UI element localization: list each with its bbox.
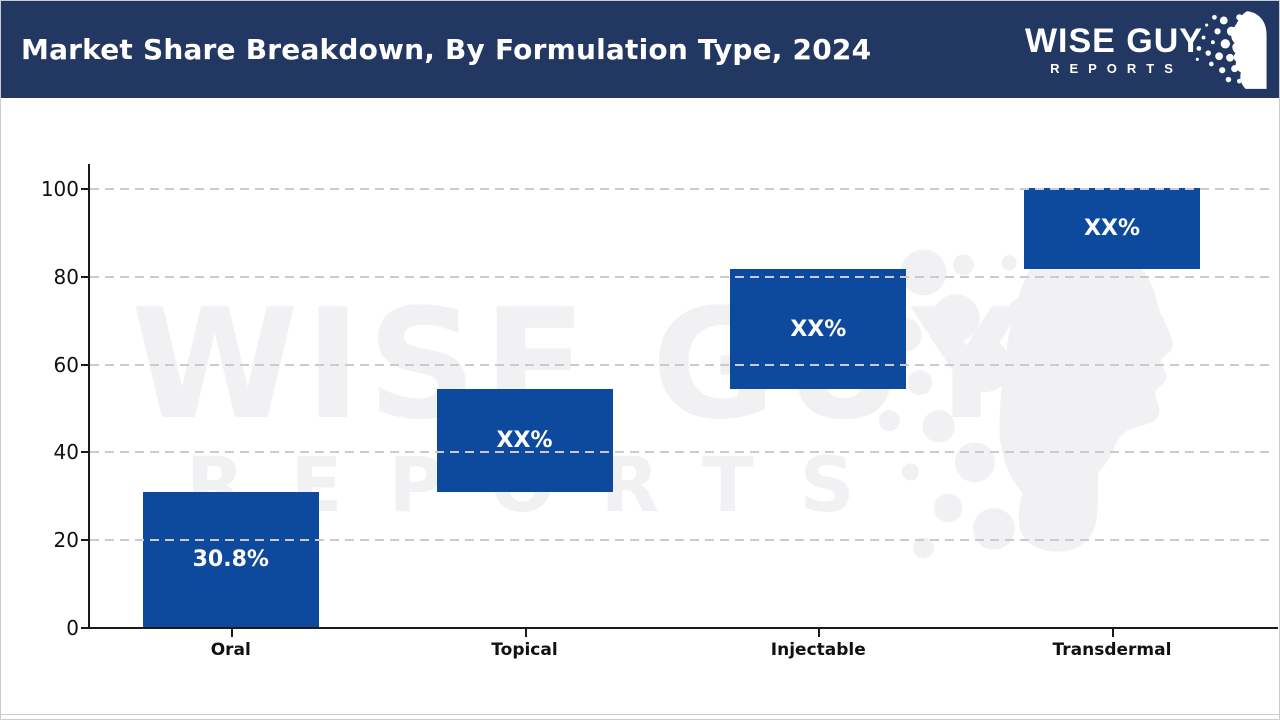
category-label-oral: Oral (210, 640, 251, 660)
bar-topical: XX% (436, 389, 613, 492)
page-bottom-border (1, 714, 1279, 715)
bar-value-label: XX% (790, 316, 847, 342)
y-tick-label: 80 (53, 264, 79, 289)
y-tick (81, 539, 89, 542)
bar-transdermal: XX% (1024, 187, 1200, 270)
category-label-topical: Topical (491, 640, 558, 660)
x-tick (524, 629, 527, 637)
y-tick-label: 60 (53, 352, 79, 377)
gridline (90, 539, 1271, 542)
x-tick (230, 629, 233, 637)
y-tick (81, 275, 89, 278)
wise-guy-face-icon (1195, 10, 1267, 89)
category-label-transdermal: Transdermal (1052, 640, 1172, 660)
y-tick-label: 40 (53, 440, 79, 465)
gridline (90, 187, 1271, 190)
y-axis-line (88, 164, 90, 629)
bar-value-label: 30.8% (192, 546, 269, 572)
brand-name: WISE GUY (1024, 22, 1203, 60)
chart-title: Market Share Breakdown, By Formulation T… (21, 33, 872, 66)
y-tick-label: 0 (66, 616, 79, 640)
bar-injectable: XX% (730, 269, 907, 389)
brand-subname: REPORTS (1050, 61, 1183, 76)
category-label-injectable: Injectable (770, 640, 866, 660)
bar-value-label: XX% (496, 427, 553, 453)
x-tick (818, 629, 821, 637)
gridline (90, 451, 1271, 454)
y-tick (81, 451, 89, 454)
x-tick (1112, 629, 1114, 637)
gridline (90, 275, 1271, 278)
y-tick-label: 100 (40, 176, 79, 201)
y-tick-label: 20 (53, 528, 79, 553)
y-tick (81, 363, 89, 366)
x-axis-line (88, 627, 1278, 629)
brand-logo-text: WISE GUY REPORTS (1025, 24, 1203, 75)
brand-logo: WISE GUY REPORTS (1025, 8, 1269, 92)
y-tick (81, 627, 89, 629)
header-bar: Market Share Breakdown, By Formulation T… (1, 1, 1279, 98)
bar-oral: 30.8% (142, 491, 319, 627)
gridline (90, 363, 1271, 366)
bar-value-label: XX% (1084, 215, 1140, 241)
y-tick (81, 187, 89, 190)
